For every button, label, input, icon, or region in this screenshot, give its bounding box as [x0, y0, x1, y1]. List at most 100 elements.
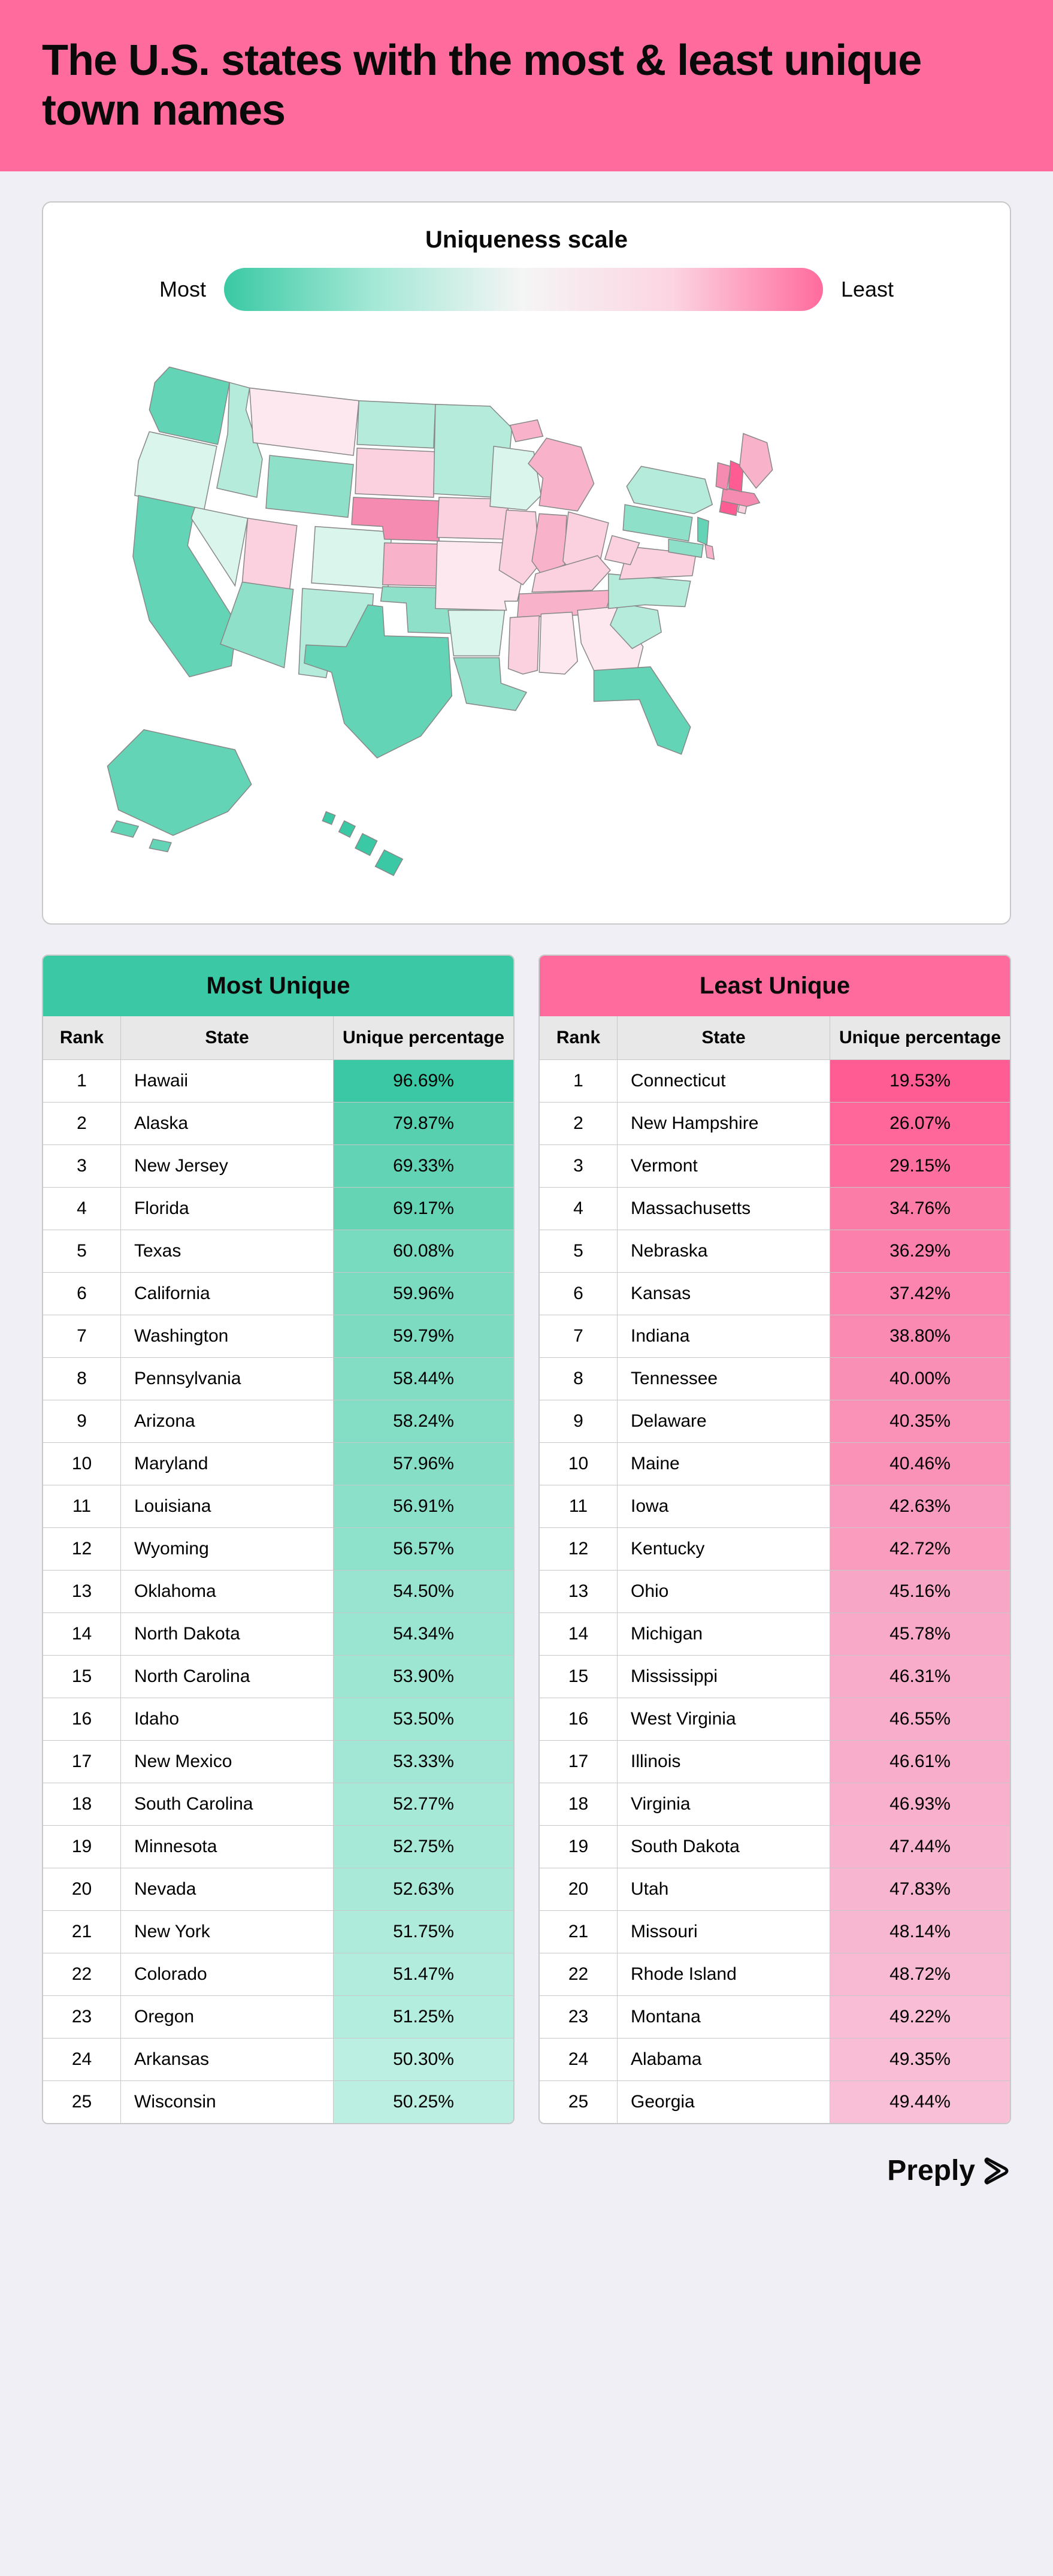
cell-pct: 50.30% [334, 2039, 513, 2080]
scale-gradient-bar [224, 268, 823, 311]
cell-state: Wisconsin [121, 2081, 334, 2123]
content-area: Uniqueness scale Most Least Most Unique … [0, 171, 1053, 2143]
cell-rank: 5 [43, 1230, 121, 1272]
table-row: 15Mississippi46.31% [540, 1655, 1010, 1698]
cell-rank: 9 [43, 1400, 121, 1442]
cell-state: Utah [618, 1868, 830, 1910]
scale-label-most: Most [159, 277, 206, 302]
cell-pct: 47.44% [830, 1826, 1010, 1868]
page-title: The U.S. states with the most & least un… [42, 36, 1011, 135]
table-row: 16West Virginia46.55% [540, 1698, 1010, 1740]
cell-rank: 25 [540, 2081, 618, 2123]
table-row: 11Iowa42.63% [540, 1485, 1010, 1527]
table-row: 18South Carolina52.77% [43, 1783, 513, 1825]
state-fl [594, 666, 691, 754]
cell-pct: 52.75% [334, 1826, 513, 1868]
cell-rank: 4 [43, 1188, 121, 1230]
cell-state: Kansas [618, 1273, 830, 1315]
cell-state: South Carolina [121, 1783, 334, 1825]
cell-pct: 48.72% [830, 1953, 1010, 1995]
cell-rank: 19 [540, 1826, 618, 1868]
cell-pct: 51.75% [334, 1911, 513, 1953]
cell-pct: 54.34% [334, 1613, 513, 1655]
cell-state: North Carolina [121, 1656, 334, 1698]
cell-rank: 6 [540, 1273, 618, 1315]
cell-rank: 6 [43, 1273, 121, 1315]
brand-logo: Preply [887, 2154, 1011, 2187]
cell-pct: 42.63% [830, 1485, 1010, 1527]
cell-rank: 14 [43, 1613, 121, 1655]
cell-state: Colorado [121, 1953, 334, 1995]
cell-state: Kentucky [618, 1528, 830, 1570]
table-row: 13Ohio45.16% [540, 1570, 1010, 1612]
brand-name: Preply [887, 2154, 975, 2187]
state-wy [266, 455, 353, 517]
cell-rank: 20 [540, 1868, 618, 1910]
col-header-state: State [618, 1016, 830, 1059]
scale-row: Most Least [79, 268, 974, 311]
cell-rank: 11 [43, 1485, 121, 1527]
table-row: 2Alaska79.87% [43, 1102, 513, 1144]
cell-state: Alaska [121, 1103, 334, 1144]
cell-pct: 79.87% [334, 1103, 513, 1144]
cell-pct: 56.57% [334, 1528, 513, 1570]
cell-rank: 2 [540, 1103, 618, 1144]
cell-pct: 53.90% [334, 1656, 513, 1698]
cell-pct: 46.61% [830, 1741, 1010, 1783]
state-al [539, 612, 577, 674]
cell-rank: 10 [540, 1443, 618, 1485]
cell-state: Hawaii [121, 1060, 334, 1102]
cell-pct: 54.50% [334, 1571, 513, 1612]
cell-pct: 26.07% [830, 1103, 1010, 1144]
cell-state: Wyoming [121, 1528, 334, 1570]
cell-rank: 19 [43, 1826, 121, 1868]
state-nj [698, 517, 709, 545]
cell-pct: 58.24% [334, 1400, 513, 1442]
table-row: 23Montana49.22% [540, 1995, 1010, 2038]
table-row: 19South Dakota47.44% [540, 1825, 1010, 1868]
table-row: 1Hawaii96.69% [43, 1059, 513, 1102]
cell-pct: 49.35% [830, 2039, 1010, 2080]
cell-rank: 18 [43, 1783, 121, 1825]
cell-rank: 24 [43, 2039, 121, 2080]
table-row: 6Kansas37.42% [540, 1272, 1010, 1315]
cell-rank: 8 [540, 1358, 618, 1400]
table-row: 22Colorado51.47% [43, 1953, 513, 1995]
table-row: 8Pennsylvania58.44% [43, 1357, 513, 1400]
cell-rank: 5 [540, 1230, 618, 1272]
table-row: 20Utah47.83% [540, 1868, 1010, 1910]
state-ut [243, 518, 297, 590]
cell-rank: 13 [43, 1571, 121, 1612]
cell-rank: 10 [43, 1443, 121, 1485]
col-header-pct: Unique percentage [334, 1016, 513, 1059]
table-most-unique: Most Unique Rank State Unique percentage… [42, 955, 515, 2124]
state-ms [509, 615, 540, 674]
cell-pct: 59.96% [334, 1273, 513, 1315]
cell-state: Oklahoma [121, 1571, 334, 1612]
table-row: 10Maine40.46% [540, 1442, 1010, 1485]
table-row: 15North Carolina53.90% [43, 1655, 513, 1698]
table-row: 21Missouri48.14% [540, 1910, 1010, 1953]
table-row: 18Virginia46.93% [540, 1783, 1010, 1825]
cell-pct: 49.22% [830, 1996, 1010, 2038]
brand-icon [982, 2157, 1011, 2185]
table-row: 21New York51.75% [43, 1910, 513, 1953]
cell-pct: 46.31% [830, 1656, 1010, 1698]
cell-pct: 51.25% [334, 1996, 513, 2038]
state-vt [716, 463, 730, 490]
cell-rank: 25 [43, 2081, 121, 2123]
cell-pct: 29.15% [830, 1145, 1010, 1187]
table-row: 1Connecticut19.53% [540, 1059, 1010, 1102]
table-header-row: Rank State Unique percentage [43, 1016, 513, 1059]
table-row: 3New Jersey69.33% [43, 1144, 513, 1187]
cell-state: Delaware [618, 1400, 830, 1442]
cell-rank: 23 [43, 1996, 121, 2038]
cell-rank: 12 [43, 1528, 121, 1570]
cell-state: Louisiana [121, 1485, 334, 1527]
cell-state: Rhode Island [618, 1953, 830, 1995]
cell-pct: 45.78% [830, 1613, 1010, 1655]
cell-state: Arkansas [121, 2039, 334, 2080]
state-il [499, 510, 539, 585]
cell-state: Michigan [618, 1613, 830, 1655]
cell-state: Maryland [121, 1443, 334, 1485]
